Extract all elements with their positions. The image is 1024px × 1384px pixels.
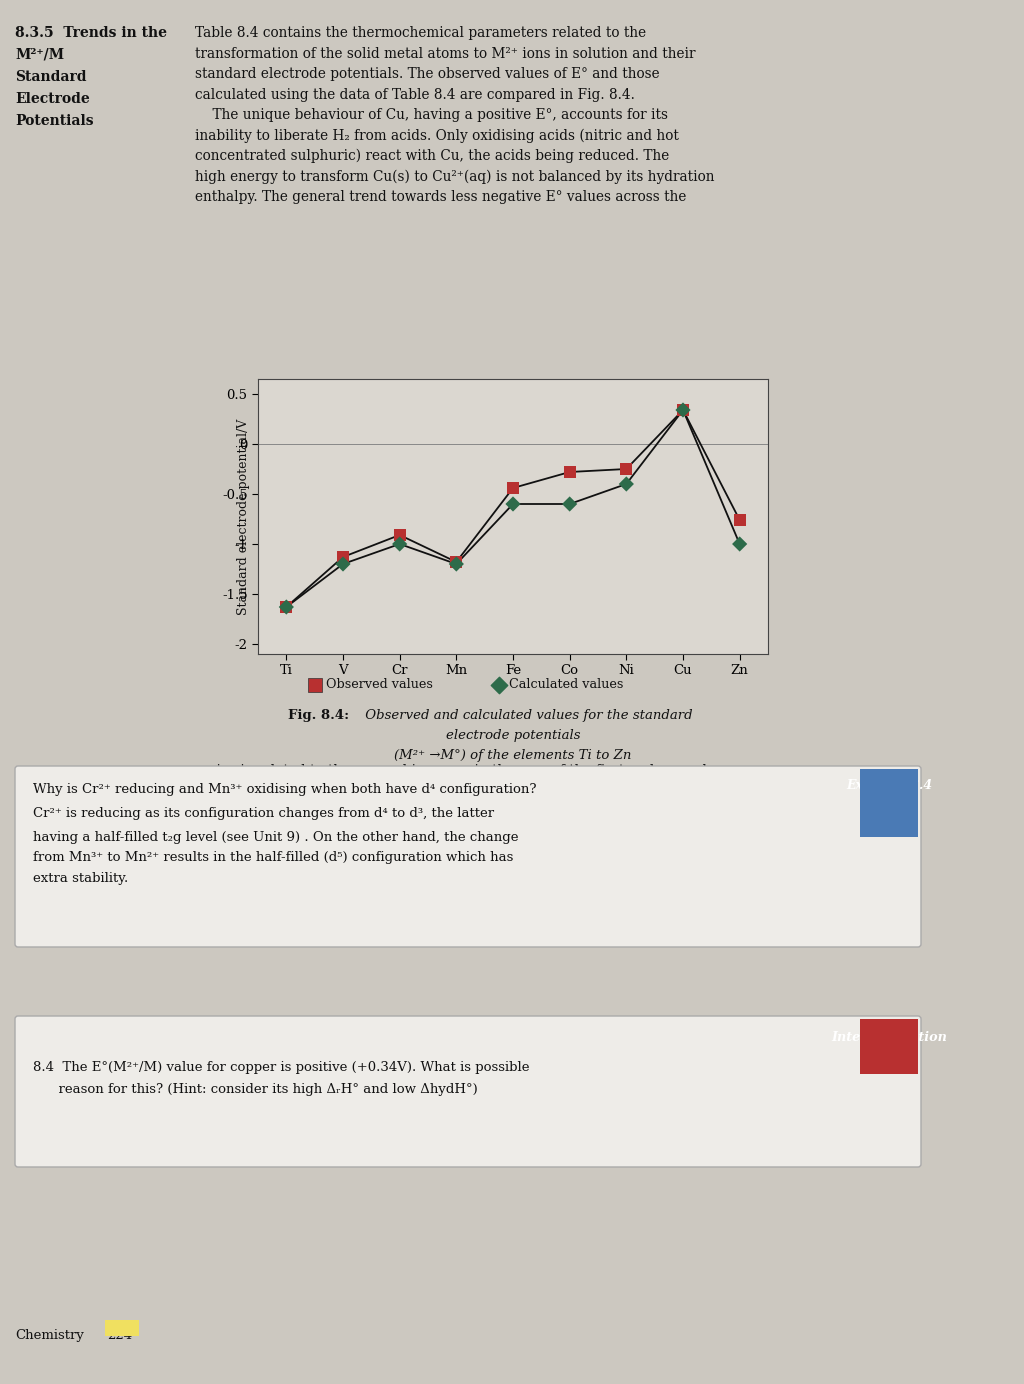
Point (391, 525, 408, 547)
Text: Chemistry: Chemistry (15, 1329, 84, 1342)
Point (279, 597, 295, 619)
Point (675, 399, 691, 421)
Text: (M²⁺ →M°) of the elements Ti to Zn: (M²⁺ →M°) of the elements Ti to Zn (394, 749, 632, 763)
Text: Table 8.4 contains the thermochemical parameters related to the: Table 8.4 contains the thermochemical pa… (195, 26, 646, 40)
Text: 224: 224 (106, 1329, 132, 1342)
Point (505, 477, 521, 500)
Text: series is related to the general increase in the sum of the first and second: series is related to the general increas… (195, 764, 707, 778)
Text: extra stability.: extra stability. (33, 872, 128, 884)
Text: enthalpy. The general trend towards less negative E° values across the: enthalpy. The general trend towards less… (195, 190, 686, 203)
Text: Cr²⁺ is reducing as its configuration changes from d⁴ to d³, the latter: Cr²⁺ is reducing as its configuration ch… (33, 807, 495, 819)
Text: Ni and Zn are more negative than expected from the trend.: Ni and Zn are more negative than expecte… (195, 805, 606, 819)
Bar (308, 678, 322, 692)
Text: Standard: Standard (15, 71, 86, 84)
FancyBboxPatch shape (15, 765, 921, 947)
Text: ionisation enthalpies. It is interesting to note that the value of E° for Mn,: ionisation enthalpies. It is interesting… (195, 785, 701, 799)
Point (505, 493, 521, 515)
Text: 8.3.5  Trends in the: 8.3.5 Trends in the (15, 26, 167, 40)
Point (279, 597, 295, 619)
Text: Why is Cr²⁺ reducing and Mn³⁺ oxidising when both have d⁴ configuration?: Why is Cr²⁺ reducing and Mn³⁺ oxidising … (33, 783, 537, 796)
Text: calculated using the data of Table 8.4 are compared in Fig. 8.4.: calculated using the data of Table 8.4 a… (195, 87, 635, 101)
Text: reason for this? (Hint: consider its high ΔᵣH° and low ΔhydH°): reason for this? (Hint: consider its hig… (33, 1084, 478, 1096)
Text: Example 8.4: Example 8.4 (846, 779, 932, 792)
Point (675, 399, 691, 421)
Text: inability to liberate H₂ from acids. Only oxidising acids (nitric and hot: inability to liberate H₂ from acids. Onl… (195, 129, 679, 143)
Text: standard electrode potentials. The observed values of E° and those: standard electrode potentials. The obser… (195, 66, 659, 82)
Point (449, 554, 465, 576)
Text: from Mn³⁺ to Mn²⁺ results in the half-filled (d⁵) configuration which has: from Mn³⁺ to Mn²⁺ results in the half-fi… (33, 851, 513, 865)
Text: transformation of the solid metal atoms to M²⁺ ions in solution and their: transformation of the solid metal atoms … (195, 47, 695, 61)
Text: Solution: Solution (859, 811, 919, 823)
Text: high energy to transform Cu(s) to Cu²⁺(aq) is not balanced by its hydration: high energy to transform Cu(s) to Cu²⁺(a… (195, 169, 715, 184)
Text: Fig. 8.4:: Fig. 8.4: (288, 709, 349, 722)
Text: Electrode: Electrode (15, 91, 90, 107)
Point (335, 554, 351, 576)
Point (731, 533, 748, 555)
Text: Observed values: Observed values (326, 678, 433, 691)
Point (561, 461, 578, 483)
Text: concentrated sulphuric) react with Cu, the acids being reduced. The: concentrated sulphuric) react with Cu, t… (195, 149, 670, 163)
Point (561, 493, 578, 515)
Point (618, 473, 635, 495)
Text: Observed and calculated values for the standard: Observed and calculated values for the s… (361, 709, 692, 722)
Text: Intext  Question: Intext Question (831, 1031, 947, 1044)
Bar (860, 1019, 918, 1074)
Point (618, 458, 635, 480)
Text: The unique behaviour of Cu, having a positive E°, accounts for its: The unique behaviour of Cu, having a pos… (195, 108, 668, 122)
Text: electrode potentials: electrode potentials (445, 729, 581, 742)
Text: Potentials: Potentials (15, 113, 93, 127)
Text: having a half-filled t₂g level (see Unit 9) . On the other hand, the change: having a half-filled t₂g level (see Unit… (33, 830, 518, 844)
Text: Standard electrode potential/V: Standard electrode potential/V (237, 418, 250, 614)
Text: M²⁺/M: M²⁺/M (15, 48, 65, 62)
Text: Calculated values: Calculated values (509, 678, 624, 691)
Point (731, 509, 748, 531)
FancyBboxPatch shape (15, 1016, 921, 1167)
Point (335, 545, 351, 567)
Bar (105, 1320, 139, 1336)
Text: 8.4  The E°(M²⁺/M) value for copper is positive (+0.34V). What is possible: 8.4 The E°(M²⁺/M) value for copper is po… (33, 1062, 529, 1074)
Point (490, 674, 507, 696)
Point (449, 551, 465, 573)
Bar (860, 770, 918, 837)
Point (391, 533, 408, 555)
